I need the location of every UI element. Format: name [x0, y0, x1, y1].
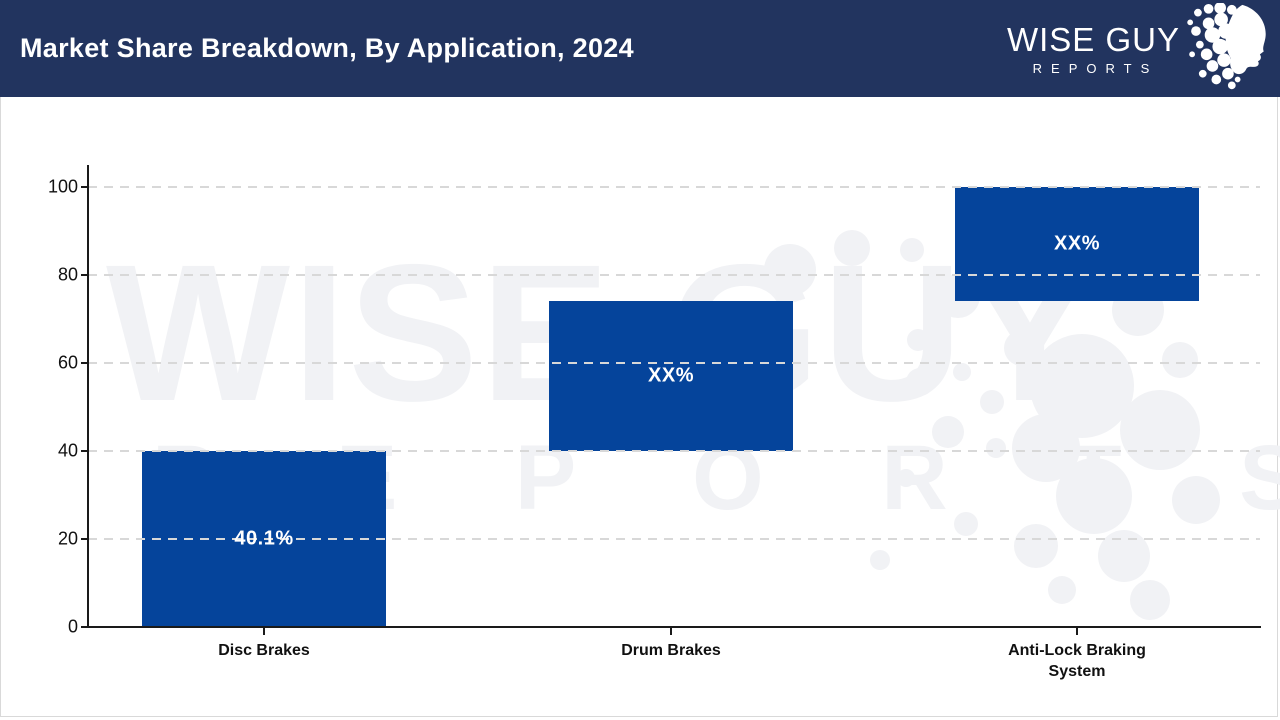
- chart-title: Market Share Breakdown, By Application, …: [20, 33, 634, 63]
- logo-wordmark: WISE GUY: [1006, 20, 1180, 58]
- wiseguy-logo: WISE GUY REPORTS: [1007, 2, 1280, 95]
- wiseguy-face-icon: [1187, 2, 1266, 89]
- wiseguy-logo-text: WISE GUY REPORTS: [1007, 23, 1180, 75]
- logo-subtitle: REPORTS: [1032, 60, 1159, 76]
- header-bar: Market Share Breakdown, By Application, …: [0, 0, 1280, 97]
